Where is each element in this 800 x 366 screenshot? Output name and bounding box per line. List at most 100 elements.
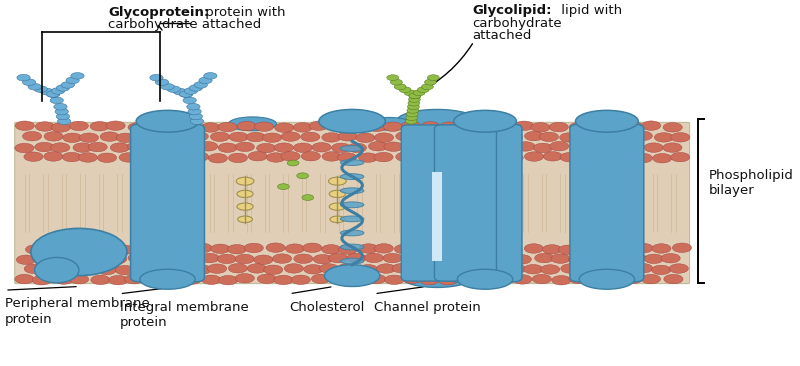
- Ellipse shape: [367, 117, 411, 130]
- Ellipse shape: [340, 216, 364, 222]
- Circle shape: [663, 123, 682, 132]
- Circle shape: [623, 121, 642, 131]
- Circle shape: [262, 133, 282, 142]
- Circle shape: [580, 264, 599, 273]
- Circle shape: [487, 152, 506, 161]
- Circle shape: [403, 253, 422, 262]
- Circle shape: [201, 123, 220, 132]
- Circle shape: [396, 131, 415, 141]
- Circle shape: [264, 265, 283, 274]
- Circle shape: [119, 153, 138, 162]
- Circle shape: [358, 153, 378, 163]
- Circle shape: [422, 84, 434, 90]
- Circle shape: [409, 93, 421, 99]
- Circle shape: [293, 123, 312, 132]
- Text: Integral membrane: Integral membrane: [119, 301, 248, 314]
- Ellipse shape: [579, 269, 634, 289]
- Ellipse shape: [329, 177, 346, 185]
- Circle shape: [634, 243, 653, 253]
- Circle shape: [207, 264, 226, 273]
- Bar: [432, 172, 442, 261]
- Circle shape: [287, 160, 299, 166]
- Ellipse shape: [330, 203, 346, 210]
- Text: bilayer: bilayer: [709, 184, 754, 197]
- Circle shape: [406, 111, 418, 117]
- Circle shape: [322, 244, 341, 254]
- Circle shape: [137, 152, 156, 162]
- Circle shape: [392, 264, 411, 273]
- Circle shape: [70, 274, 89, 284]
- Circle shape: [189, 85, 202, 91]
- Circle shape: [580, 152, 599, 162]
- Circle shape: [266, 153, 286, 162]
- Circle shape: [109, 276, 128, 285]
- Circle shape: [586, 142, 606, 152]
- Circle shape: [394, 244, 414, 254]
- Circle shape: [407, 108, 418, 113]
- Circle shape: [179, 91, 193, 97]
- Circle shape: [313, 254, 332, 264]
- Circle shape: [405, 142, 424, 152]
- Circle shape: [135, 243, 154, 253]
- Circle shape: [182, 123, 201, 132]
- Circle shape: [413, 131, 432, 141]
- Circle shape: [460, 274, 479, 284]
- Circle shape: [652, 244, 671, 253]
- Circle shape: [506, 264, 526, 274]
- Circle shape: [644, 254, 663, 264]
- Text: protein: protein: [119, 316, 167, 329]
- Circle shape: [597, 244, 616, 254]
- Circle shape: [88, 253, 107, 262]
- Text: lipid with: lipid with: [557, 4, 622, 17]
- Text: Glycoprotein:: Glycoprotein:: [109, 6, 210, 19]
- Circle shape: [670, 152, 690, 162]
- Circle shape: [634, 264, 653, 273]
- Circle shape: [652, 265, 671, 274]
- Circle shape: [58, 118, 70, 124]
- Circle shape: [461, 142, 480, 152]
- Circle shape: [607, 275, 626, 285]
- Circle shape: [615, 132, 634, 141]
- Text: Peripheral membrane: Peripheral membrane: [5, 298, 150, 310]
- Circle shape: [459, 254, 478, 263]
- Circle shape: [617, 244, 636, 254]
- Circle shape: [248, 152, 267, 161]
- Circle shape: [377, 264, 396, 273]
- Circle shape: [202, 275, 221, 284]
- Circle shape: [88, 142, 107, 152]
- Circle shape: [46, 91, 60, 97]
- Circle shape: [291, 275, 310, 284]
- Circle shape: [367, 122, 386, 131]
- Circle shape: [541, 265, 560, 274]
- Circle shape: [150, 74, 163, 81]
- Circle shape: [496, 274, 515, 284]
- Text: protein: protein: [5, 313, 53, 326]
- Circle shape: [147, 254, 166, 263]
- Circle shape: [235, 142, 254, 152]
- Circle shape: [413, 90, 425, 96]
- Circle shape: [210, 244, 230, 254]
- Circle shape: [330, 275, 350, 284]
- Circle shape: [237, 122, 256, 131]
- Circle shape: [32, 276, 51, 285]
- Circle shape: [577, 132, 596, 142]
- Circle shape: [15, 274, 34, 284]
- Circle shape: [110, 143, 130, 152]
- Circle shape: [274, 143, 294, 152]
- Circle shape: [470, 152, 489, 161]
- Circle shape: [542, 244, 562, 254]
- Circle shape: [302, 195, 314, 201]
- Circle shape: [100, 132, 119, 141]
- Circle shape: [98, 153, 117, 163]
- Circle shape: [534, 143, 553, 153]
- Ellipse shape: [31, 228, 127, 276]
- Circle shape: [498, 121, 517, 131]
- Circle shape: [179, 91, 193, 97]
- Circle shape: [403, 274, 422, 283]
- Circle shape: [550, 141, 569, 151]
- Circle shape: [198, 142, 218, 151]
- Circle shape: [409, 93, 421, 99]
- FancyBboxPatch shape: [402, 125, 463, 281]
- Circle shape: [552, 276, 571, 285]
- Circle shape: [24, 152, 43, 161]
